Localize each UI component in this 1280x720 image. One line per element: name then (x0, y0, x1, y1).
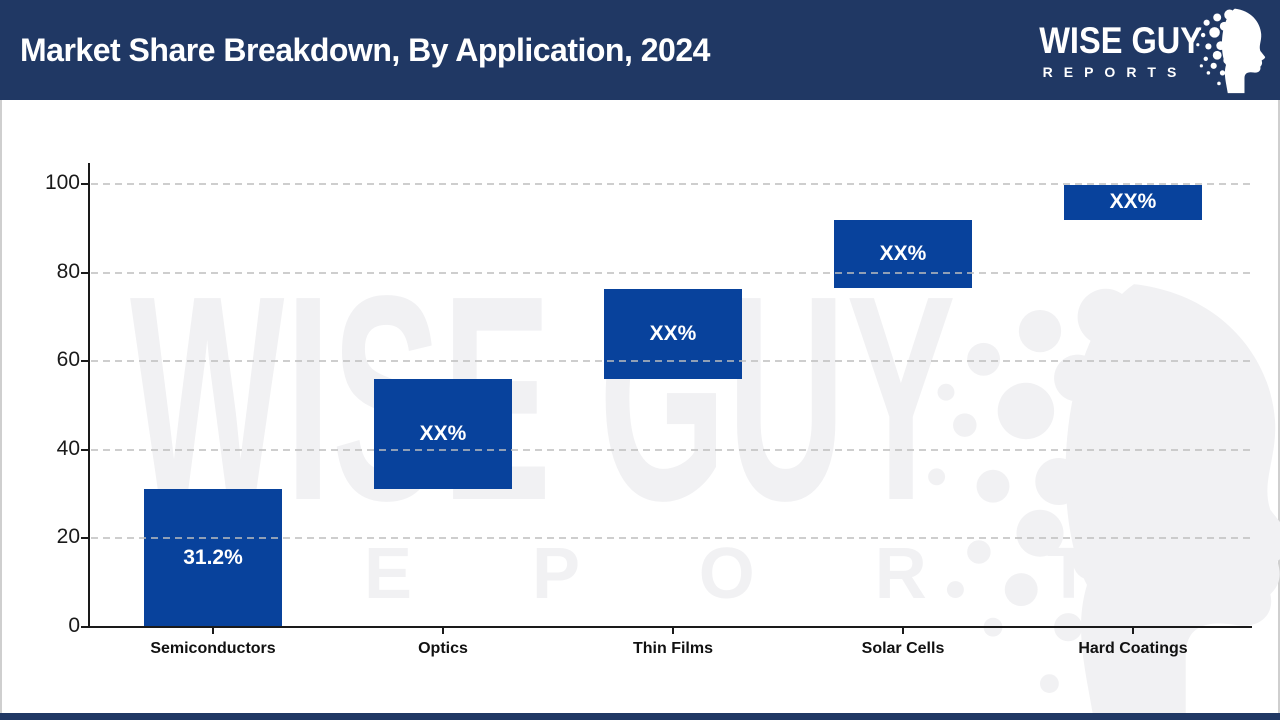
brand-logo-text: WISE GUY REPORTS (1017, 20, 1202, 80)
wiseguy-reports-label: REPORTS (1042, 64, 1188, 80)
gridline-80 (91, 271, 1255, 274)
x-tick-mark (672, 628, 674, 634)
head-silhouette-icon (1196, 8, 1266, 94)
x-tick-mark (1132, 628, 1134, 634)
chart-area: WISE GUY R E P O R T S (0, 100, 1280, 720)
y-tick-mark (81, 537, 88, 540)
x-category-label: Hard Coatings (1078, 640, 1188, 657)
y-tick-mark (81, 626, 88, 628)
bar-value-label: XX% (419, 422, 467, 446)
bar-value-label: XX% (1109, 190, 1157, 214)
bar-value-label: 31.2% (183, 545, 243, 569)
gridline-20 (91, 537, 1255, 540)
x-category-label: Solar Cells (861, 640, 945, 657)
gridline-100 (91, 183, 1255, 186)
y-tick-label: 20 (56, 525, 80, 549)
y-tick-label: 80 (56, 259, 80, 283)
x-category-label: Thin Films (633, 640, 713, 657)
x-tick-mark (902, 628, 904, 634)
x-axis-line (88, 626, 1252, 628)
bar-value-label: XX% (879, 242, 927, 266)
bar-solar-cells: XX% (834, 220, 972, 289)
bar-semiconductors: 31.2% (144, 488, 282, 627)
brand-logo: WISE GUY REPORTS (1010, 4, 1270, 96)
bar-optics: XX% (374, 379, 512, 489)
x-category-label: Optics (418, 640, 468, 657)
y-axis-line (88, 163, 90, 628)
y-tick-mark (81, 360, 88, 363)
wiseguy-wordmark: WISE GUY (1039, 20, 1202, 61)
page-title: Market Share Breakdown, By Application, … (20, 31, 710, 68)
header: Market Share Breakdown, By Application, … (0, 0, 1280, 100)
y-tick-label: 60 (56, 348, 80, 372)
y-tick-label: 100 (44, 171, 80, 195)
x-category-label: Semiconductors (150, 640, 276, 657)
y-tick-label: 0 (68, 614, 80, 637)
bar-value-label: XX% (649, 322, 697, 346)
watermark-head-icon (928, 284, 1280, 720)
x-tick-mark (442, 628, 444, 634)
x-tick-mark (212, 628, 214, 634)
gridline-60 (91, 360, 1255, 363)
gridline-40 (91, 448, 1255, 451)
waterfall-chart: WISE GUY R E P O R T S (2, 100, 1280, 720)
y-tick-mark (81, 448, 88, 451)
bar-hard-coatings: XX% (1064, 185, 1202, 220)
y-tick-mark (81, 183, 88, 186)
y-tick-label: 40 (56, 436, 80, 460)
footer-bar (0, 713, 1280, 720)
bar-thin-films: XX% (604, 289, 742, 380)
y-tick-mark (81, 271, 88, 274)
